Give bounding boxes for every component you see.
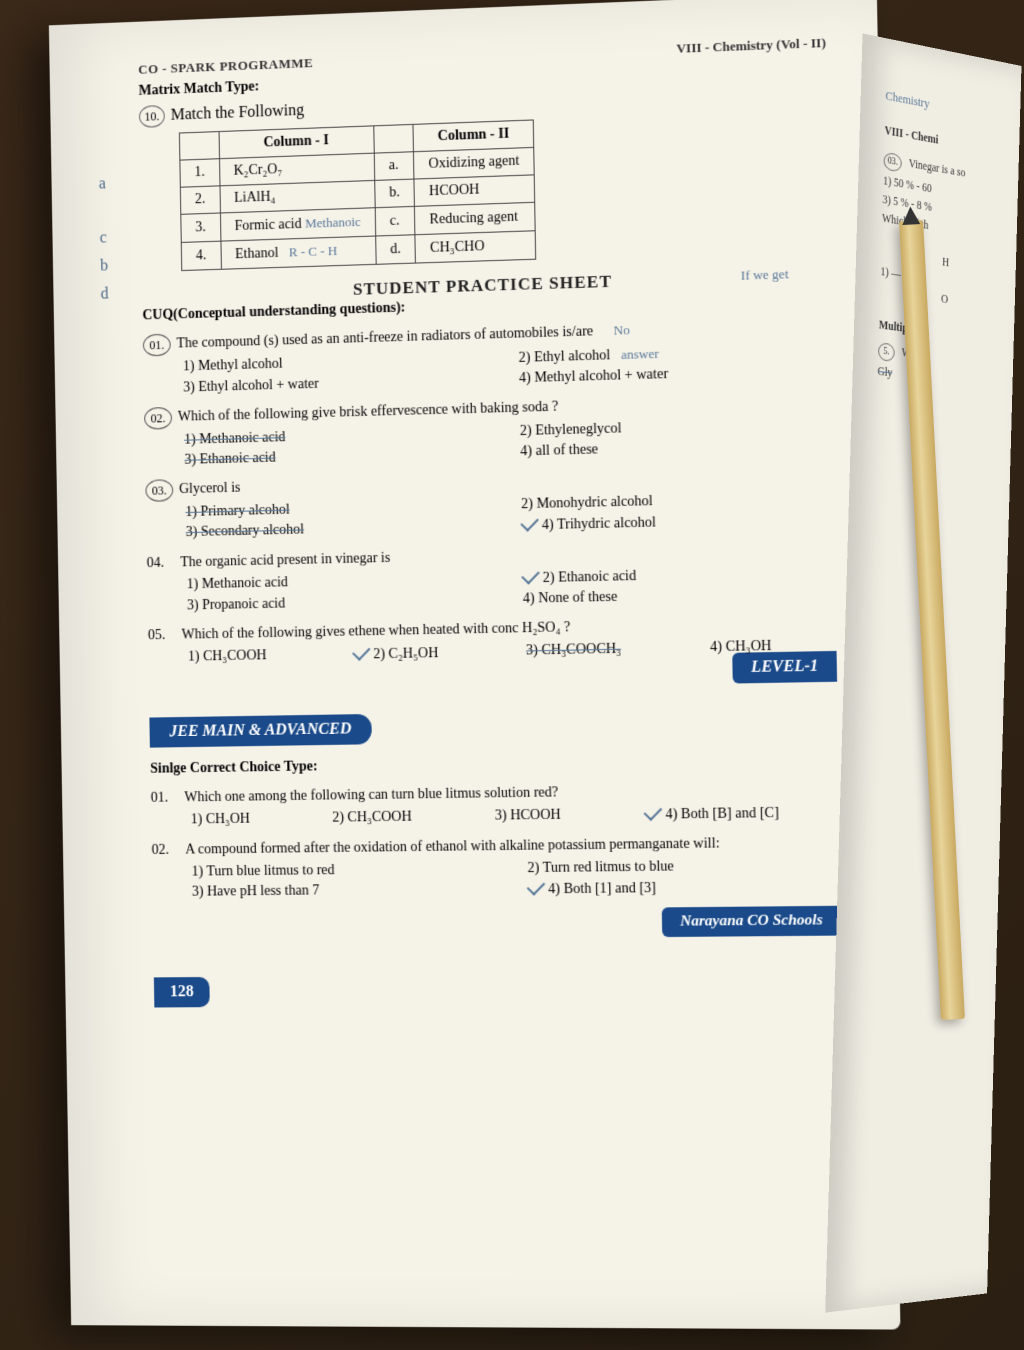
row-c1: Ethanol R - C - H	[220, 236, 376, 269]
jee-question-01: 01. Which one among the following can tu…	[151, 778, 840, 809]
q-text: A compound formed after the oxidation of…	[185, 833, 720, 860]
row-c2: CH₃CHO	[415, 231, 536, 263]
programme-label: CO - SPARK PROGRAMME	[138, 55, 313, 78]
row-num: 4.	[181, 241, 221, 270]
opt: 3) HCOOH	[495, 807, 621, 826]
opt: 3) Secondary alcohol	[186, 518, 492, 542]
ethanol-label: Ethanol	[235, 246, 279, 263]
row-letter: d.	[376, 235, 416, 265]
opt: 3) Ethyl alcohol + water	[183, 372, 489, 397]
col2-header: Column - II	[413, 120, 534, 152]
hand-answer: answer	[621, 346, 659, 362]
row-c2: Oxidizing agent	[414, 147, 535, 179]
q-num: 01.	[143, 334, 171, 357]
single-choice-title: Sinlge Correct Choice Type:	[150, 752, 838, 778]
opt: 4) Methyl alcohol + water	[519, 362, 832, 387]
match-following-label: Match the Following	[171, 102, 305, 125]
opt: 2) Ethanoic acid	[522, 564, 835, 588]
opt: 4) all of these	[520, 436, 833, 460]
opt: 4) Both [B] and [C]	[645, 804, 840, 824]
q-num: 02.	[151, 840, 185, 861]
opt: 2) Monohydric alcohol	[521, 490, 834, 514]
row-num: 1.	[180, 159, 220, 188]
rp-gly-text: Gly	[877, 364, 892, 380]
opt: 3) Ethanoic acid	[184, 445, 490, 469]
formic-label: Formic acid	[234, 217, 301, 234]
opt: 3) Have pH less than 7	[192, 882, 498, 902]
volume-label: VIII - Chemistry (Vol - II)	[676, 35, 826, 57]
row-letter: b.	[375, 179, 415, 208]
side-letter-b: b	[100, 257, 108, 275]
q-num: 02.	[144, 407, 172, 430]
jee-question-02: 02. A compound formed after the oxidatio…	[151, 832, 840, 861]
opt: 2) C₂H₅OH	[353, 644, 502, 664]
side-letter-c: c	[100, 229, 107, 247]
opt: 3) CH₃COOCH₃	[526, 640, 686, 660]
jee-q01-options: 1) CH₃OH 2) CH₃COOH 3) HCOOH 4) Both [B]…	[191, 804, 840, 829]
jee-q02-options: 1) Turn blue litmus to red 2) Turn red l…	[191, 857, 840, 901]
q-num: 03.	[145, 479, 173, 502]
opt: 1) Primary alcohol	[185, 498, 491, 521]
rp-q03-text: Vinegar is a so	[909, 156, 966, 179]
q-text: Glycerol is	[179, 478, 241, 502]
left-page: CO - SPARK PROGRAMME VIII - Chemistry (V…	[49, 0, 901, 1330]
opt: 1) Turn blue litmus to red	[191, 861, 497, 880]
opt: 2) Turn red litmus to blue	[527, 857, 840, 877]
row-c2: HCOOH	[414, 175, 535, 207]
q-text: Which of the following gives ethene when…	[181, 617, 570, 646]
q04-options: 1) Methanoic acid 2) Ethanoic acid 3) Pr…	[187, 564, 836, 615]
opt: 4) None of these	[523, 585, 836, 608]
rp-q5-num: 5.	[878, 342, 895, 362]
q-num: 01.	[151, 787, 185, 809]
row-letter: a.	[374, 152, 414, 181]
opt: 2) CH₃COOH	[332, 809, 471, 828]
page-number: 128	[154, 977, 210, 1007]
row-num: 3.	[181, 213, 221, 242]
hand-rch: R - C - H	[289, 243, 338, 260]
row-num: 2.	[180, 186, 220, 214]
q10-number: 10.	[139, 105, 165, 128]
opt: 1) Methanoic acid	[187, 571, 493, 595]
match-table: Column - I Column - II 1. K₂Cr₂O₇ a. Oxi…	[179, 119, 536, 271]
opt: 4) Both [1] and [3]	[528, 878, 841, 898]
row-c2: Reducing agent	[415, 202, 536, 234]
q-num: 04.	[147, 552, 181, 574]
rp-q03-num: 03.	[883, 152, 901, 173]
opt: 4) Trihydric alcohol	[521, 510, 834, 534]
opt: 3) Propanoic acid	[187, 592, 493, 614]
jee-badge: JEE MAIN & ADVANCED	[149, 714, 371, 748]
school-badge: Narayana CO Schools	[661, 906, 841, 937]
q-num: 05.	[148, 625, 182, 647]
opt: 1) CH₃COOH	[188, 647, 330, 667]
side-letter-d: d	[101, 285, 109, 303]
q-text: The organic acid present in vinegar is	[180, 548, 390, 574]
rp-one: 1)	[880, 264, 889, 279]
opt: 4) CH₃OH	[710, 638, 837, 658]
rp-hand-chemistry: Chemistry	[885, 88, 1012, 128]
opt-text: 2) Ethyl alcohol	[518, 348, 610, 366]
hand-no: No	[613, 320, 630, 343]
side-letter-a: a	[99, 175, 106, 193]
q-text: Which one among the following can turn b…	[184, 782, 558, 808]
hand-methanoic: Methanoic	[305, 214, 361, 231]
row-letter: c.	[375, 206, 415, 236]
page-wrapper: CO - SPARK PROGRAMME VIII - Chemistry (V…	[0, 0, 1024, 1350]
opt: 1) CH₃OH	[191, 811, 309, 830]
